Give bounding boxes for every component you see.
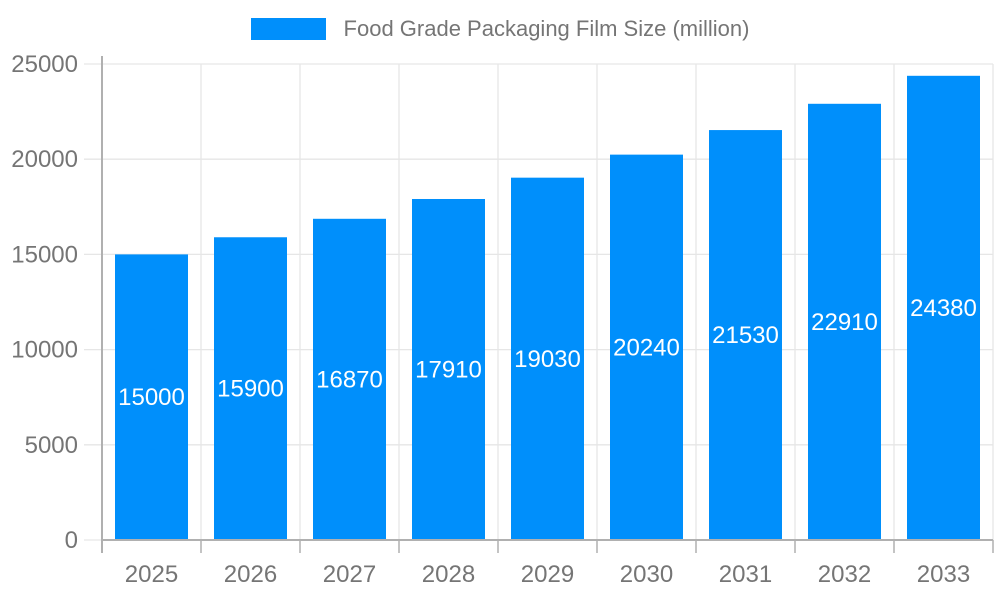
bar-value-label: 20240: [613, 334, 680, 361]
x-tick-label: 2032: [818, 561, 871, 588]
bar-value-label: 15900: [217, 376, 284, 403]
legend-label: Food Grade Packaging Film Size (million): [343, 16, 750, 41]
bar-value-label: 16870: [316, 366, 383, 393]
bar-2025[interactable]: [115, 254, 188, 540]
x-tick-label: 2030: [620, 561, 673, 588]
bar-value-label: 17910: [415, 356, 482, 383]
bar-value-label: 24380: [910, 295, 977, 322]
bar-2026[interactable]: [214, 237, 287, 540]
x-tick-label: 2028: [422, 561, 475, 588]
bar-2029[interactable]: [511, 177, 584, 540]
chart-legend[interactable]: Food Grade Packaging Film Size (million): [0, 16, 1000, 42]
y-tick-label: 0: [65, 527, 78, 554]
x-tick-label: 2029: [521, 561, 574, 588]
y-tick-label: 20000: [11, 146, 78, 173]
bar-2032[interactable]: [808, 103, 881, 540]
bar-2031[interactable]: [709, 130, 782, 541]
y-tick-label: 10000: [11, 337, 78, 364]
bar-2030[interactable]: [610, 154, 683, 540]
x-tick-label: 2025: [125, 561, 178, 588]
bar-2033[interactable]: [907, 75, 980, 540]
y-tick-label: 5000: [25, 432, 78, 459]
x-tick-label: 2027: [323, 561, 376, 588]
x-tick-label: 2026: [224, 561, 277, 588]
y-tick-label: 15000: [11, 241, 78, 268]
bar-2027[interactable]: [313, 218, 386, 540]
bar-value-label: 22910: [811, 309, 878, 336]
y-tick-label: 25000: [11, 51, 78, 78]
bar-value-label: 19030: [514, 346, 581, 373]
bar-2028[interactable]: [412, 198, 485, 541]
legend-swatch: [250, 18, 326, 40]
x-tick-label: 2031: [719, 561, 772, 588]
bar-value-label: 15000: [118, 384, 185, 411]
x-tick-label: 2033: [917, 561, 970, 588]
bar-value-label: 21530: [712, 322, 779, 349]
